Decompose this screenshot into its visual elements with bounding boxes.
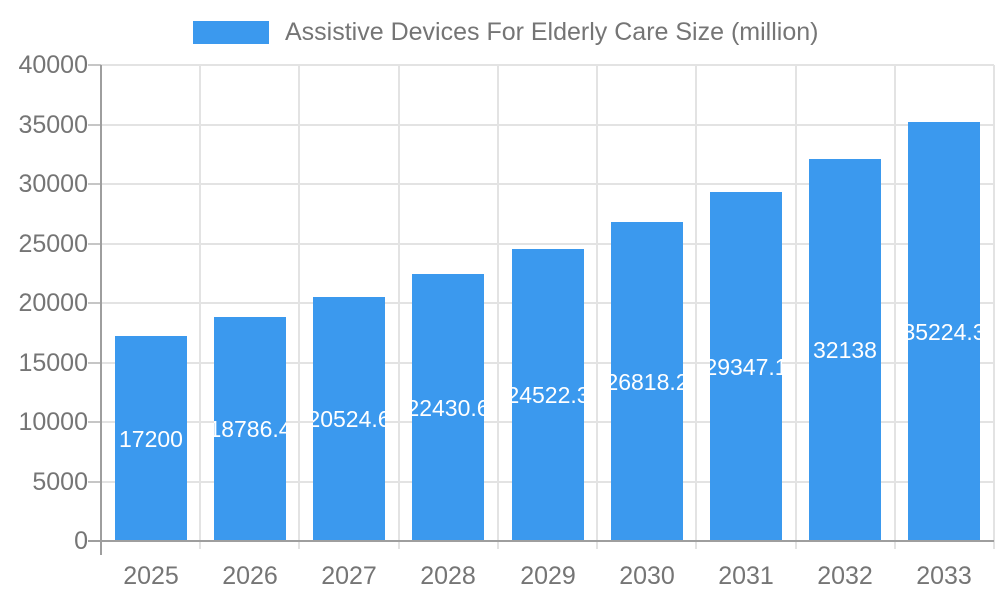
y-axis-line [100,65,102,555]
bar-value-label: 20524.6 [313,406,385,432]
bar-value-label: 32138 [813,337,877,363]
x-axis-tick [199,541,201,549]
bar-value-label: 35224.3 [908,318,980,345]
x-axis-tick [298,541,300,549]
x-axis-tick [795,541,797,549]
gridline-vertical [894,65,896,541]
bar-value-clip: 26818.2 [611,368,683,396]
y-axis-tick [88,124,101,126]
bar-value-clip: 22430.6 [412,394,484,422]
y-tick-label: 5000 [32,468,88,496]
y-axis-tick [88,183,101,185]
bar[interactable]: 35224.3 [908,122,980,541]
x-tick-label: 2025 [123,562,179,590]
bar[interactable]: 29347.1 [710,192,782,541]
bar-value-clip: 20524.6 [313,405,385,433]
bar-value-clip: 29347.1 [710,353,782,381]
bar-value-clip: 35224.3 [908,318,980,346]
gridline-vertical [199,65,201,541]
x-axis-tick [993,541,995,549]
bar[interactable]: 22430.6 [412,274,484,541]
y-tick-label: 15000 [18,349,88,377]
x-tick-label: 2029 [520,562,576,590]
bar-value-clip: 17200 [115,425,187,453]
bar-value-label: 22430.6 [412,394,484,421]
bar[interactable]: 26818.2 [611,222,683,541]
x-axis-tick [596,541,598,549]
x-axis-tick [695,541,697,549]
bar[interactable]: 20524.6 [313,297,385,541]
y-tick-label: 20000 [18,289,88,317]
chart-title: Assistive Devices For Elderly Care Size … [285,18,819,46]
gridline-horizontal [101,243,994,245]
bar-value-clip: 18786.4 [214,415,286,443]
y-tick-label: 0 [74,527,88,555]
bar-value-label: 29347.1 [710,353,782,380]
y-tick-label: 35000 [18,111,88,139]
bar-value-label: 24522.3 [512,382,584,408]
gridline-horizontal [101,64,994,66]
gridline-vertical [398,65,400,541]
x-axis-line [88,540,994,542]
y-tick-label: 25000 [18,230,88,258]
y-axis-tick [88,362,101,364]
x-axis-tick [398,541,400,549]
gridline-vertical [596,65,598,541]
x-axis-tick [497,541,499,549]
x-tick-label: 2031 [718,562,774,590]
bar-value-label: 17200 [119,425,183,452]
x-tick-label: 2026 [222,562,278,590]
gridline-horizontal [101,124,994,126]
gridline-vertical [298,65,300,541]
bar-value-clip: 24522.3 [512,381,584,409]
y-tick-label: 30000 [18,170,88,198]
y-tick-label: 10000 [18,408,88,436]
bar-value-clip: 32138 [809,336,881,364]
legend-swatch [193,21,269,44]
x-tick-label: 2032 [817,562,873,590]
gridline-vertical [795,65,797,541]
legend-item[interactable]: Assistive Devices For Elderly Care Size … [193,20,818,45]
gridline-horizontal [101,183,994,185]
x-tick-label: 2033 [916,562,972,590]
bar[interactable]: 18786.4 [214,317,286,541]
x-tick-label: 2028 [420,562,476,590]
y-axis-tick [88,64,101,66]
gridline-vertical [497,65,499,541]
bar[interactable]: 17200 [115,336,187,541]
y-tick-label: 40000 [18,51,88,79]
y-axis-tick [88,421,101,423]
bar[interactable]: 24522.3 [512,249,584,541]
bar[interactable]: 32138 [809,159,881,541]
bar-value-label: 26818.2 [611,368,683,395]
gridline-vertical [993,65,995,541]
y-axis-tick [88,481,101,483]
y-axis-tick [88,243,101,245]
x-tick-label: 2030 [619,562,675,590]
bar-value-label: 18786.4 [214,416,286,442]
x-tick-label: 2027 [321,562,377,590]
gridline-vertical [695,65,697,541]
y-axis-tick [88,302,101,304]
x-axis-tick [894,541,896,549]
